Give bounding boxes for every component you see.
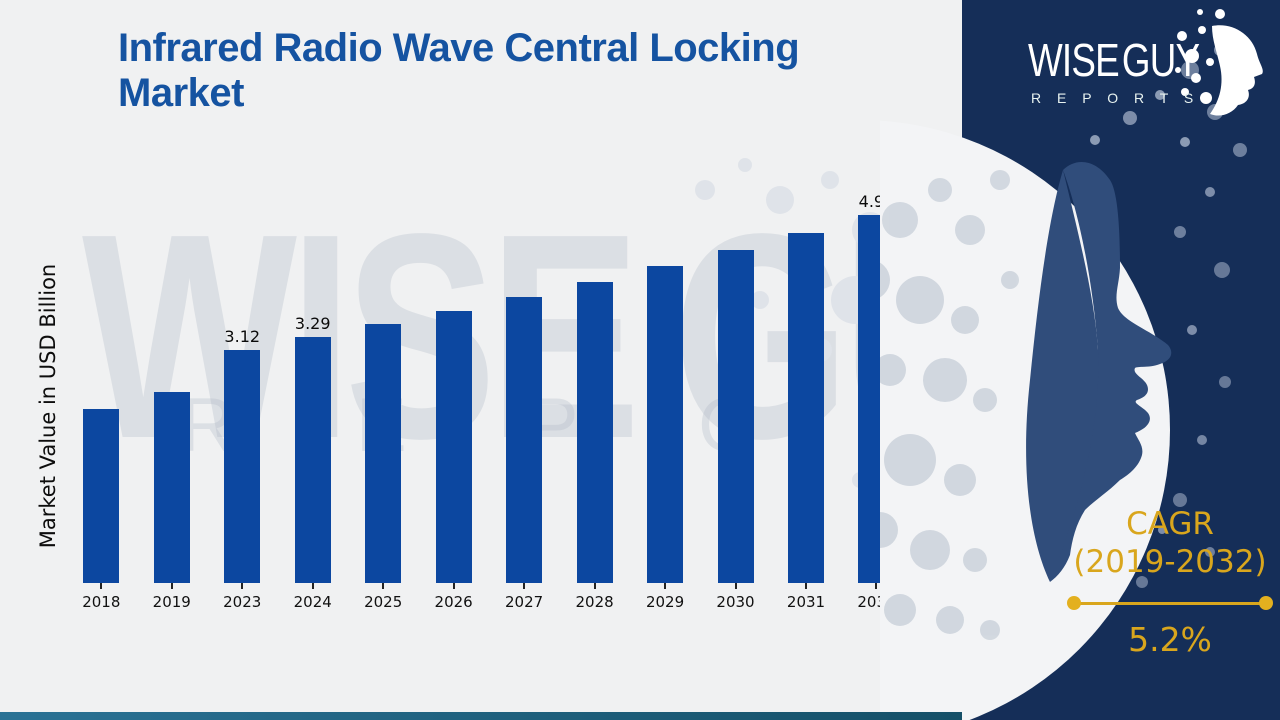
face-profile-fill	[1026, 170, 1099, 582]
data-label-2024: 3.29	[294, 314, 331, 333]
x-tick-2024	[311, 583, 314, 589]
bar-2026	[435, 311, 472, 583]
x-tick-2028	[593, 583, 596, 589]
x-label-2031: 2031	[786, 593, 826, 611]
data-label-2023: 3.12	[224, 327, 261, 346]
x-label-2024: 2024	[293, 593, 332, 611]
x-label-2019: 2019	[152, 593, 191, 611]
bar-2019	[153, 392, 190, 583]
x-label-2028: 2028	[575, 593, 614, 611]
x-tick-2026	[452, 583, 455, 589]
x-tick-2023	[241, 583, 244, 589]
x-tick-2032	[875, 583, 878, 589]
logo-wordmark: WISE GUY	[1028, 34, 1200, 86]
brand-panel: WISE GUY R E P O R T S CAGR (2019-2032) …	[880, 0, 1280, 720]
x-tick-2031	[805, 583, 807, 589]
x-label-2030: 2030	[716, 593, 755, 611]
x-label-2023: 2023	[223, 593, 262, 611]
cagr-divider-line	[1073, 601, 1267, 605]
x-tick-2018	[100, 583, 103, 589]
x-label-2018: 2018	[82, 593, 121, 611]
brain-dots	[880, 170, 1019, 640]
x-label-2029: 2029	[645, 593, 685, 611]
x-tick-2019	[170, 583, 173, 589]
cagr-block: CAGR (2019-2032) 5.2%	[1065, 506, 1275, 659]
bar-2018	[83, 409, 120, 583]
brand-artwork	[880, 0, 1280, 720]
cagr-divider-dot-left	[1067, 595, 1081, 610]
bar-2028	[576, 282, 613, 583]
x-label-2025: 2025	[364, 593, 403, 611]
cagr-divider	[1067, 595, 1273, 610]
x-label-2026: 2026	[434, 593, 473, 611]
logo-face-icon	[1175, 9, 1263, 116]
x-tick-2029	[664, 583, 667, 589]
bar-2027	[506, 297, 543, 583]
logo-reports-text: R E P O R T S	[1031, 90, 1200, 106]
page-title: Infrared Radio Wave Central Locking Mark…	[118, 26, 800, 115]
cagr-value: 5.2%	[1128, 619, 1212, 659]
bar-2031	[788, 233, 824, 583]
cagr-divider-dot-right	[1259, 595, 1273, 610]
bottom-accent-strip	[0, 712, 962, 720]
x-tick-2030	[734, 583, 737, 589]
bar-2023	[224, 350, 261, 583]
x-tick-2025	[382, 583, 385, 589]
x-tick-2027	[523, 583, 526, 589]
bar-2024	[294, 337, 331, 583]
cagr-heading: CAGR	[1126, 506, 1214, 542]
cagr-range: (2019-2032)	[1073, 543, 1267, 580]
bar-2025	[365, 324, 402, 583]
bar-2029	[647, 266, 684, 583]
bar-2030	[717, 250, 754, 583]
x-label-2027: 2027	[505, 593, 544, 611]
